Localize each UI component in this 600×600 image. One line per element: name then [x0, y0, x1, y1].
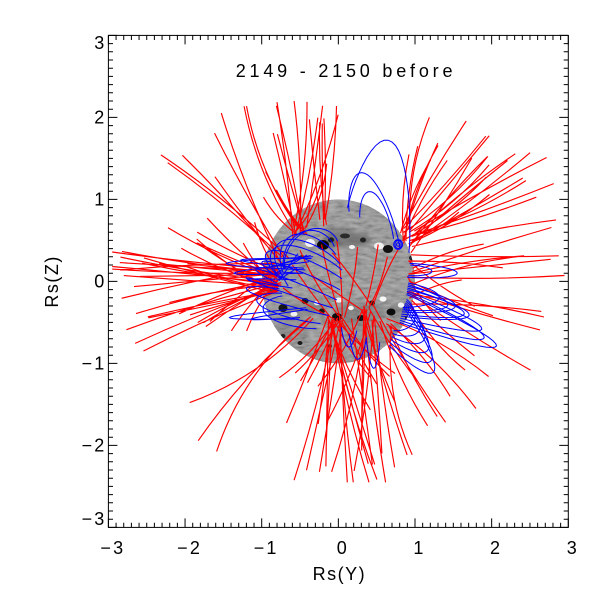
svg-text:−3: −3	[100, 538, 125, 558]
svg-text:0: 0	[94, 271, 106, 291]
svg-text:−1: −1	[82, 353, 107, 373]
svg-text:2: 2	[490, 538, 502, 558]
svg-text:1: 1	[94, 189, 106, 209]
svg-text:−1: −1	[254, 538, 279, 558]
svg-text:3: 3	[94, 33, 106, 53]
svg-text:−2: −2	[82, 435, 107, 455]
svg-text:3: 3	[567, 538, 579, 558]
svg-text:Rs(Z): Rs(Z)	[42, 255, 62, 307]
svg-text:1: 1	[413, 538, 425, 558]
svg-text:2: 2	[94, 107, 106, 127]
svg-text:Rs(Y): Rs(Y)	[313, 564, 367, 584]
svg-text:2149 - 2150 before: 2149 - 2150 before	[236, 61, 457, 81]
svg-text:0: 0	[337, 538, 349, 558]
svg-text:−2: −2	[177, 538, 202, 558]
svg-text:−3: −3	[82, 509, 107, 529]
